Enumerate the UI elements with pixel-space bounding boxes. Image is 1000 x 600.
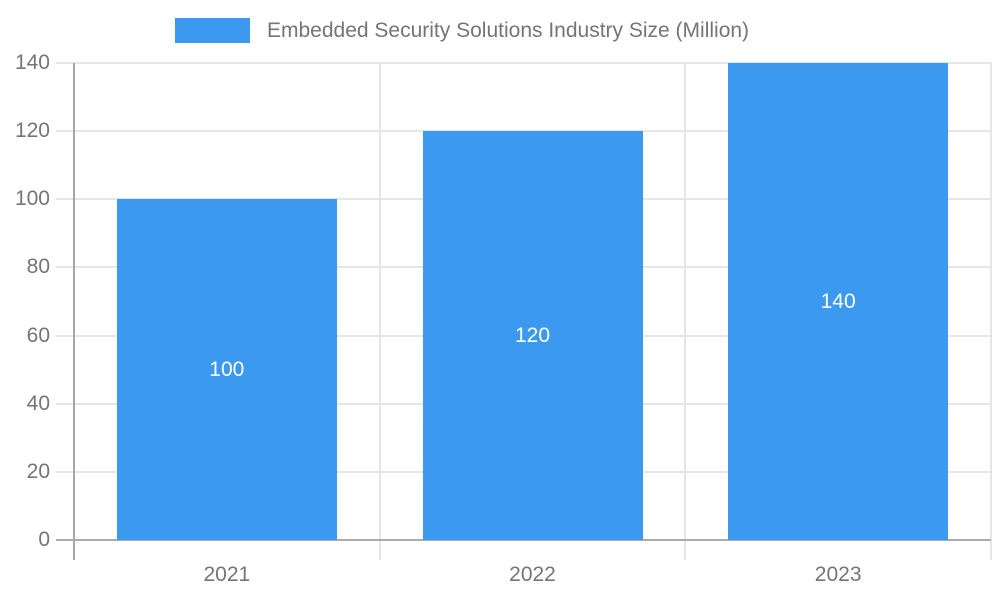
bar-value-label: 100	[209, 357, 245, 381]
x-tick-label: 2023	[814, 563, 862, 586]
y-gridline	[56, 62, 991, 64]
y-axis-line	[73, 63, 75, 560]
x-axis-line	[56, 539, 991, 541]
bar-2022[interactable]	[422, 131, 643, 540]
legend-label: Embedded Security Solutions Industry Siz…	[267, 19, 750, 42]
chart-legend[interactable]: Embedded Security Solutions Industry Siz…	[175, 18, 749, 43]
x-gridline	[378, 63, 381, 560]
y-tick-label: 100	[14, 187, 50, 211]
bar-value-label: 120	[514, 323, 551, 347]
x-tick-label: 2021	[203, 563, 251, 586]
y-tick-label: 120	[14, 119, 50, 143]
bar-2023[interactable]	[728, 63, 949, 540]
y-tick-label: 80	[26, 255, 50, 279]
bar-2021[interactable]	[116, 199, 337, 540]
y-tick-label: 60	[26, 323, 50, 347]
y-tick-label: 40	[26, 391, 50, 415]
legend-swatch	[175, 18, 250, 43]
y-tick-label: 0	[38, 528, 50, 551]
x-gridline	[990, 63, 992, 560]
x-tick-label: 2022	[509, 563, 556, 586]
bar-value-label: 140	[820, 289, 856, 313]
y-tick-label: 140	[14, 51, 50, 74]
x-gridline	[684, 63, 687, 560]
y-tick-label: 20	[26, 459, 50, 483]
